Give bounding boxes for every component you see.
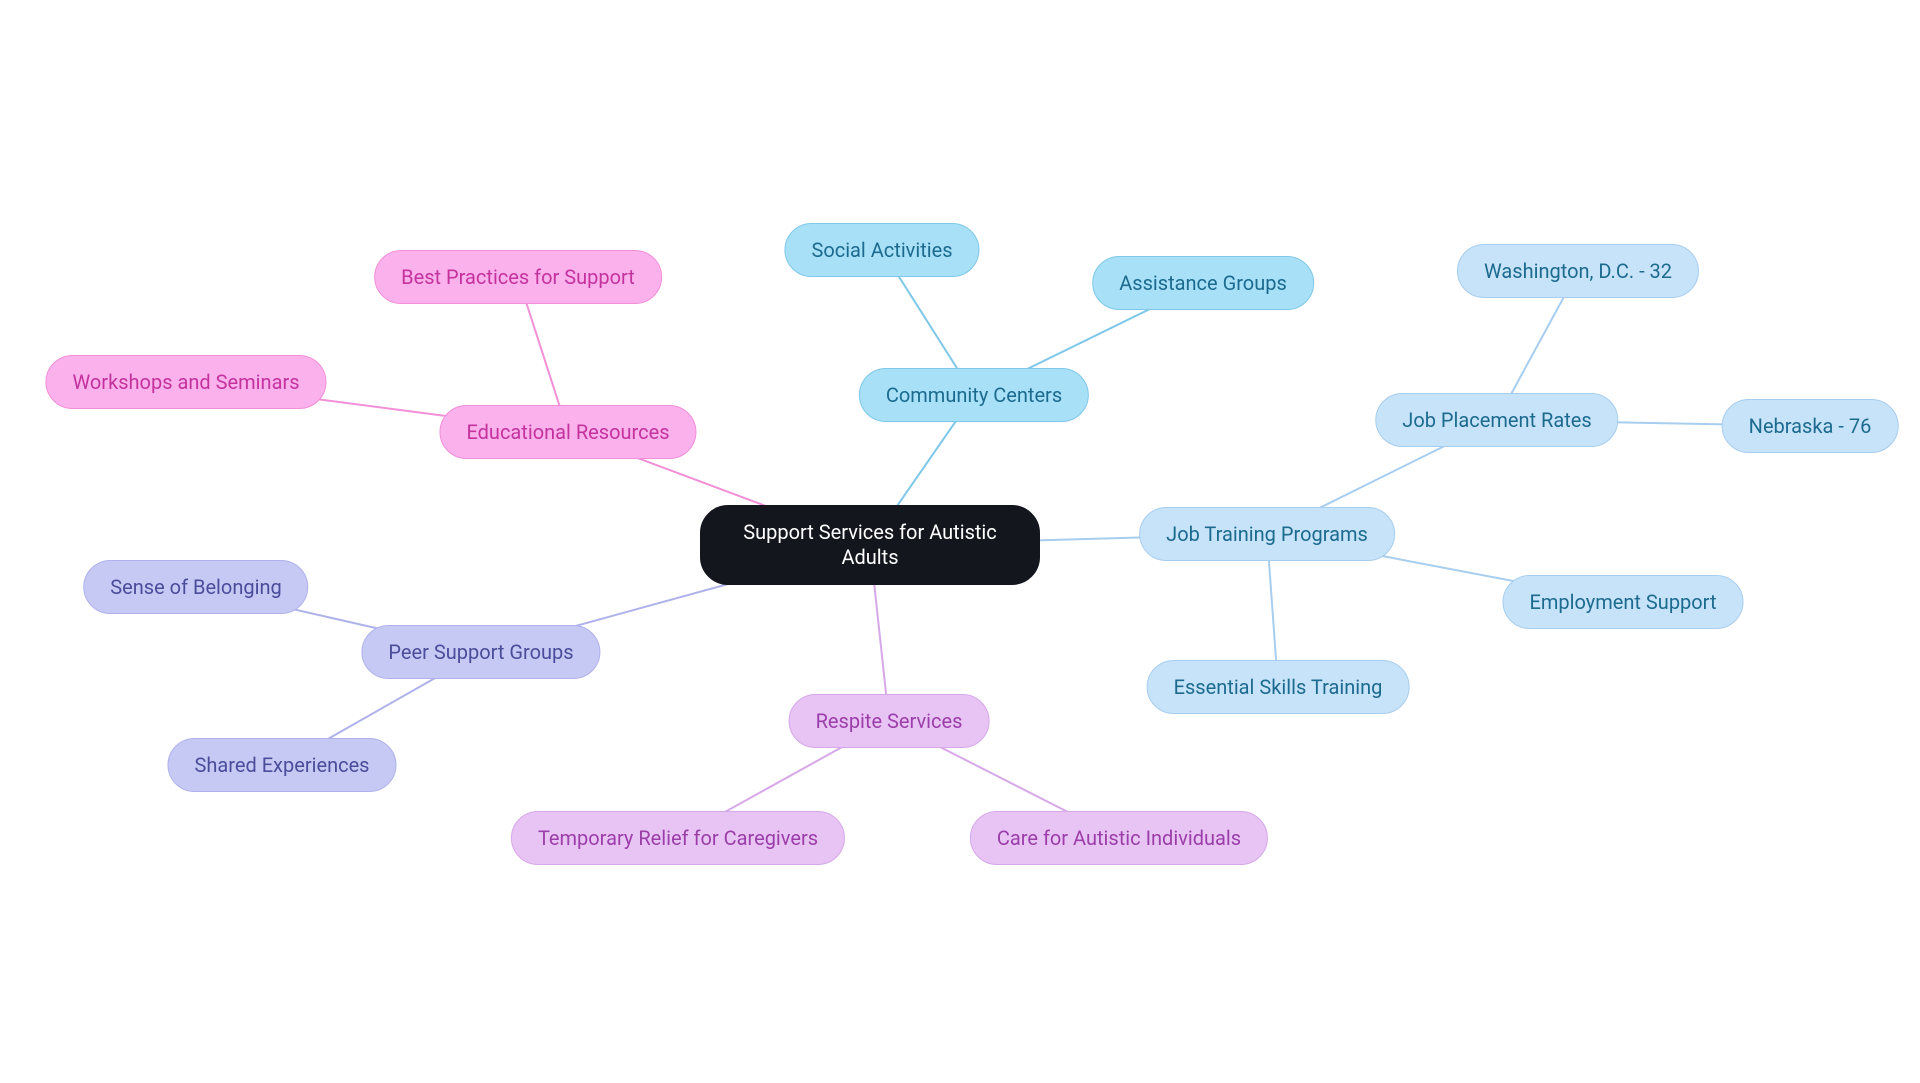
node-social: Social Activities	[784, 223, 979, 277]
node-peer: Peer Support Groups	[361, 625, 600, 679]
node-respite: Respite Services	[789, 694, 990, 748]
node-job: Job Training Programs	[1139, 507, 1395, 561]
node-shared: Shared Experiences	[167, 738, 396, 792]
node-ne: Nebraska - 76	[1722, 399, 1899, 453]
node-workshops: Workshops and Seminars	[45, 355, 326, 409]
mindmap-diagram: Support Services for Autistic Adults Comm…	[0, 0, 1920, 1083]
node-center: Support Services for Autistic Adults	[700, 505, 1040, 585]
node-community: Community Centers	[859, 368, 1089, 422]
node-care: Care for Autistic Individuals	[970, 811, 1268, 865]
node-skills: Essential Skills Training	[1147, 660, 1410, 714]
node-assist: Assistance Groups	[1092, 256, 1314, 310]
node-relief: Temporary Relief for Caregivers	[511, 811, 845, 865]
node-edu: Educational Resources	[439, 405, 696, 459]
node-placement: Job Placement Rates	[1375, 393, 1618, 447]
node-dc: Washington, D.C. - 32	[1457, 244, 1699, 298]
node-emp: Employment Support	[1503, 575, 1744, 629]
node-best: Best Practices for Support	[374, 250, 662, 304]
node-belong: Sense of Belonging	[83, 560, 308, 614]
